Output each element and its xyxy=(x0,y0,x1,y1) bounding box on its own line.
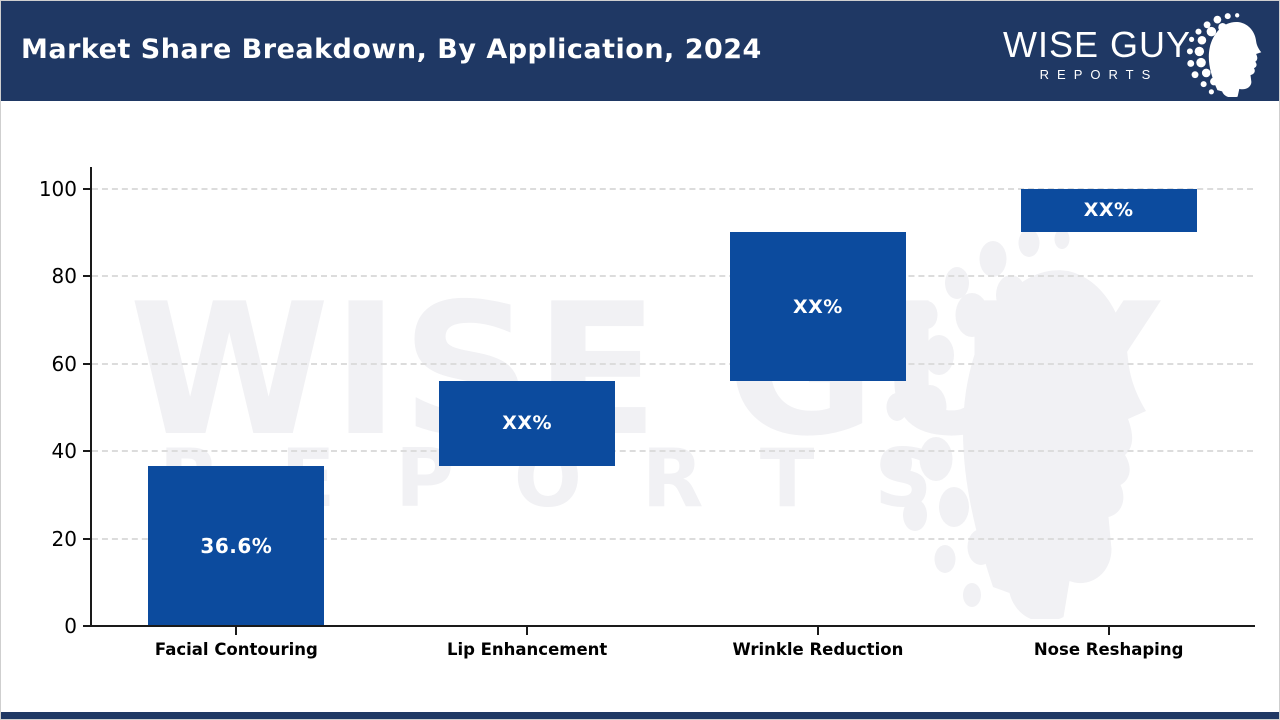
x-category-label: Nose Reshaping xyxy=(1033,640,1184,659)
y-tick-mark xyxy=(83,450,90,452)
x-tick-mark xyxy=(816,627,819,635)
brand-logo: WISE GUY REPORTS xyxy=(1003,7,1269,97)
watermark-face-icon xyxy=(886,229,1146,619)
y-tick-mark xyxy=(83,537,90,540)
bar-wrinkle-reduction: XX% xyxy=(729,232,906,381)
gridline xyxy=(92,537,1253,540)
brand-logo-text: WISE GUY REPORTS xyxy=(1002,24,1191,83)
bar-facial-contouring: 36.6% xyxy=(148,465,325,626)
y-tick-mark xyxy=(83,275,90,277)
gridline xyxy=(92,275,1253,277)
brand-subtitle: REPORTS xyxy=(1039,67,1159,82)
y-tick-label: 100 xyxy=(38,176,77,201)
brand-name: WISE GUY xyxy=(1002,24,1191,65)
x-category-label: Wrinkle Reduction xyxy=(732,640,904,659)
header-band: Market Share Breakdown, By Application, … xyxy=(1,1,1279,101)
bar-value-label: XX% xyxy=(502,412,553,435)
x-axis-line xyxy=(90,625,1255,627)
y-tick-mark xyxy=(83,362,90,365)
face-profile-icon xyxy=(1186,13,1262,97)
footer-band xyxy=(1,712,1279,719)
x-category-label: Facial Contouring xyxy=(154,640,318,659)
y-tick-label: 20 xyxy=(51,526,77,551)
bar-value-label: XX% xyxy=(792,295,843,318)
x-tick-mark xyxy=(235,627,238,635)
y-tick-mark xyxy=(83,187,90,190)
bar-nose-reshaping: XX% xyxy=(1020,188,1197,233)
y-tick-label: 80 xyxy=(51,264,77,288)
chart-title: Market Share Breakdown, By Application, … xyxy=(21,34,762,65)
y-tick-label: 0 xyxy=(64,614,77,638)
gridline xyxy=(92,362,1253,365)
y-axis-line xyxy=(90,167,92,627)
bar-lip-enhancement: XX% xyxy=(439,381,616,466)
y-tick-mark xyxy=(83,625,90,627)
gridline xyxy=(92,450,1253,452)
bar-value-label: 36.6% xyxy=(200,533,273,558)
x-tick-mark xyxy=(1107,627,1110,635)
bar-value-label: XX% xyxy=(1083,199,1134,222)
gridline xyxy=(92,187,1253,190)
y-tick-label: 40 xyxy=(51,439,77,463)
x-category-label: Lip Enhancement xyxy=(446,640,608,659)
y-tick-label: 60 xyxy=(51,351,77,376)
x-tick-mark xyxy=(526,627,529,635)
